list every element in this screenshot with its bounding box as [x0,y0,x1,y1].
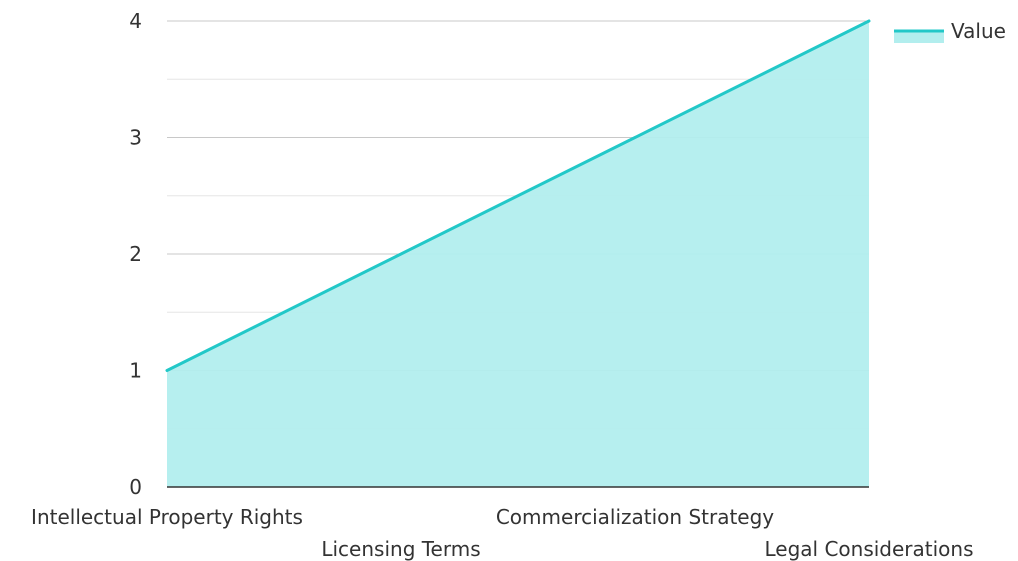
legend[interactable]: Value [894,19,1006,43]
x-axis-ticks: Intellectual Property Rights Licensing Te… [31,505,973,561]
x-tick-label: Intellectual Property Rights [31,505,303,529]
y-tick-label: 1 [129,359,142,383]
y-tick-label: 3 [129,126,142,150]
y-tick-label: 4 [129,9,142,33]
y-tick-label: 0 [129,475,142,499]
x-tick-label: Licensing Terms [321,537,480,561]
legend-label: Value [951,19,1006,43]
x-tick-label: Commercialization Strategy [496,505,774,529]
area-layer [165,19,871,487]
legend-swatch-fill [894,31,944,43]
series-area-fill [167,21,869,487]
series-line [165,19,871,372]
x-tick-label: Legal Considerations [764,537,973,561]
y-tick-label: 2 [129,242,142,266]
y-axis-ticks: 0 1 2 3 4 [129,9,142,499]
